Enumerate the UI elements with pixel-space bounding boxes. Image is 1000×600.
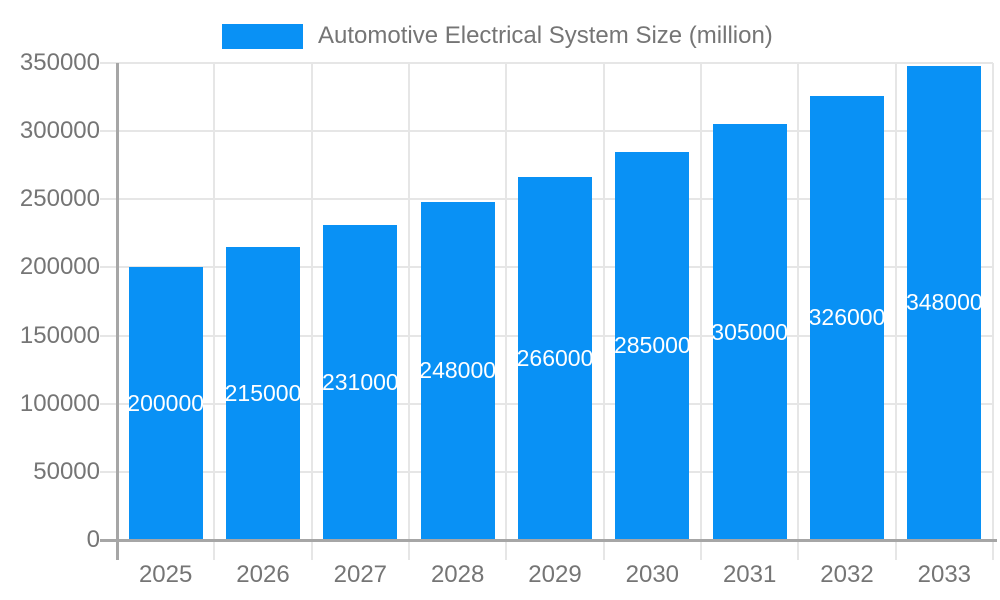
y-axis-tick-label: 200000 xyxy=(19,253,100,281)
bar-value-label: 200000 xyxy=(128,390,203,417)
y-axis-tick-label: 250000 xyxy=(19,185,100,213)
x-gridline xyxy=(894,63,897,560)
x-axis-tick-label: 2026 xyxy=(236,561,290,588)
bar-value-label: 326000 xyxy=(810,304,884,331)
x-gridline xyxy=(213,63,216,560)
x-gridline xyxy=(992,63,994,560)
bar-value-label: 215000 xyxy=(226,379,300,406)
legend-swatch xyxy=(222,23,303,49)
x-axis-tick-label: 2033 xyxy=(917,561,972,588)
bar-value-label: 348000 xyxy=(907,289,982,316)
x-axis-tick-label: 2028 xyxy=(430,561,485,588)
x-gridline xyxy=(602,63,605,560)
bar-value-label: 266000 xyxy=(518,345,592,372)
x-axis-tick-label: 2029 xyxy=(528,561,582,588)
x-axis-line xyxy=(100,539,997,542)
bar-2030[interactable]: 285000 xyxy=(615,151,690,540)
bar-2027[interactable]: 231000 xyxy=(323,225,398,540)
bar-2028[interactable]: 248000 xyxy=(420,202,495,540)
legend-label: Automotive Electrical System Size (milli… xyxy=(318,22,773,49)
y-axis-tick-label: 0 xyxy=(86,526,100,553)
y-axis-tick-label: 300000 xyxy=(19,117,100,145)
x-gridline xyxy=(797,63,800,560)
y-axis-tick-label: 50000 xyxy=(33,457,100,485)
bar-2033[interactable]: 348000 xyxy=(907,65,982,540)
x-axis-tick-label: 2030 xyxy=(625,561,680,588)
y-axis-tick-label: 100000 xyxy=(19,389,100,417)
y-axis-line xyxy=(116,63,119,560)
bar-2031[interactable]: 305000 xyxy=(712,124,787,540)
bar-2025[interactable]: 200000 xyxy=(128,267,203,540)
x-axis-tick-label: 2031 xyxy=(722,561,777,588)
legend[interactable]: Automotive Electrical System Size (milli… xyxy=(222,22,773,50)
x-axis-tick-label: 2032 xyxy=(820,561,874,588)
bar-2032[interactable]: 326000 xyxy=(810,95,884,540)
x-axis-tick-label: 2025 xyxy=(138,561,193,588)
x-gridline xyxy=(505,63,508,560)
bar-value-label: 285000 xyxy=(615,332,690,359)
bar-value-label: 248000 xyxy=(420,357,495,384)
bar-2029[interactable]: 266000 xyxy=(518,177,592,540)
bar-value-label: 231000 xyxy=(323,369,398,396)
bar-2026[interactable]: 215000 xyxy=(226,246,300,540)
y-gridline xyxy=(100,62,993,64)
x-gridline xyxy=(408,63,410,560)
bar-value-label: 305000 xyxy=(712,318,787,345)
y-axis-tick-label: 350000 xyxy=(19,49,100,76)
x-axis-tick-label: 2027 xyxy=(333,561,388,588)
x-gridline xyxy=(310,63,313,560)
y-gridline xyxy=(100,130,993,133)
x-gridline xyxy=(700,63,702,560)
y-axis-tick-label: 150000 xyxy=(19,321,100,349)
